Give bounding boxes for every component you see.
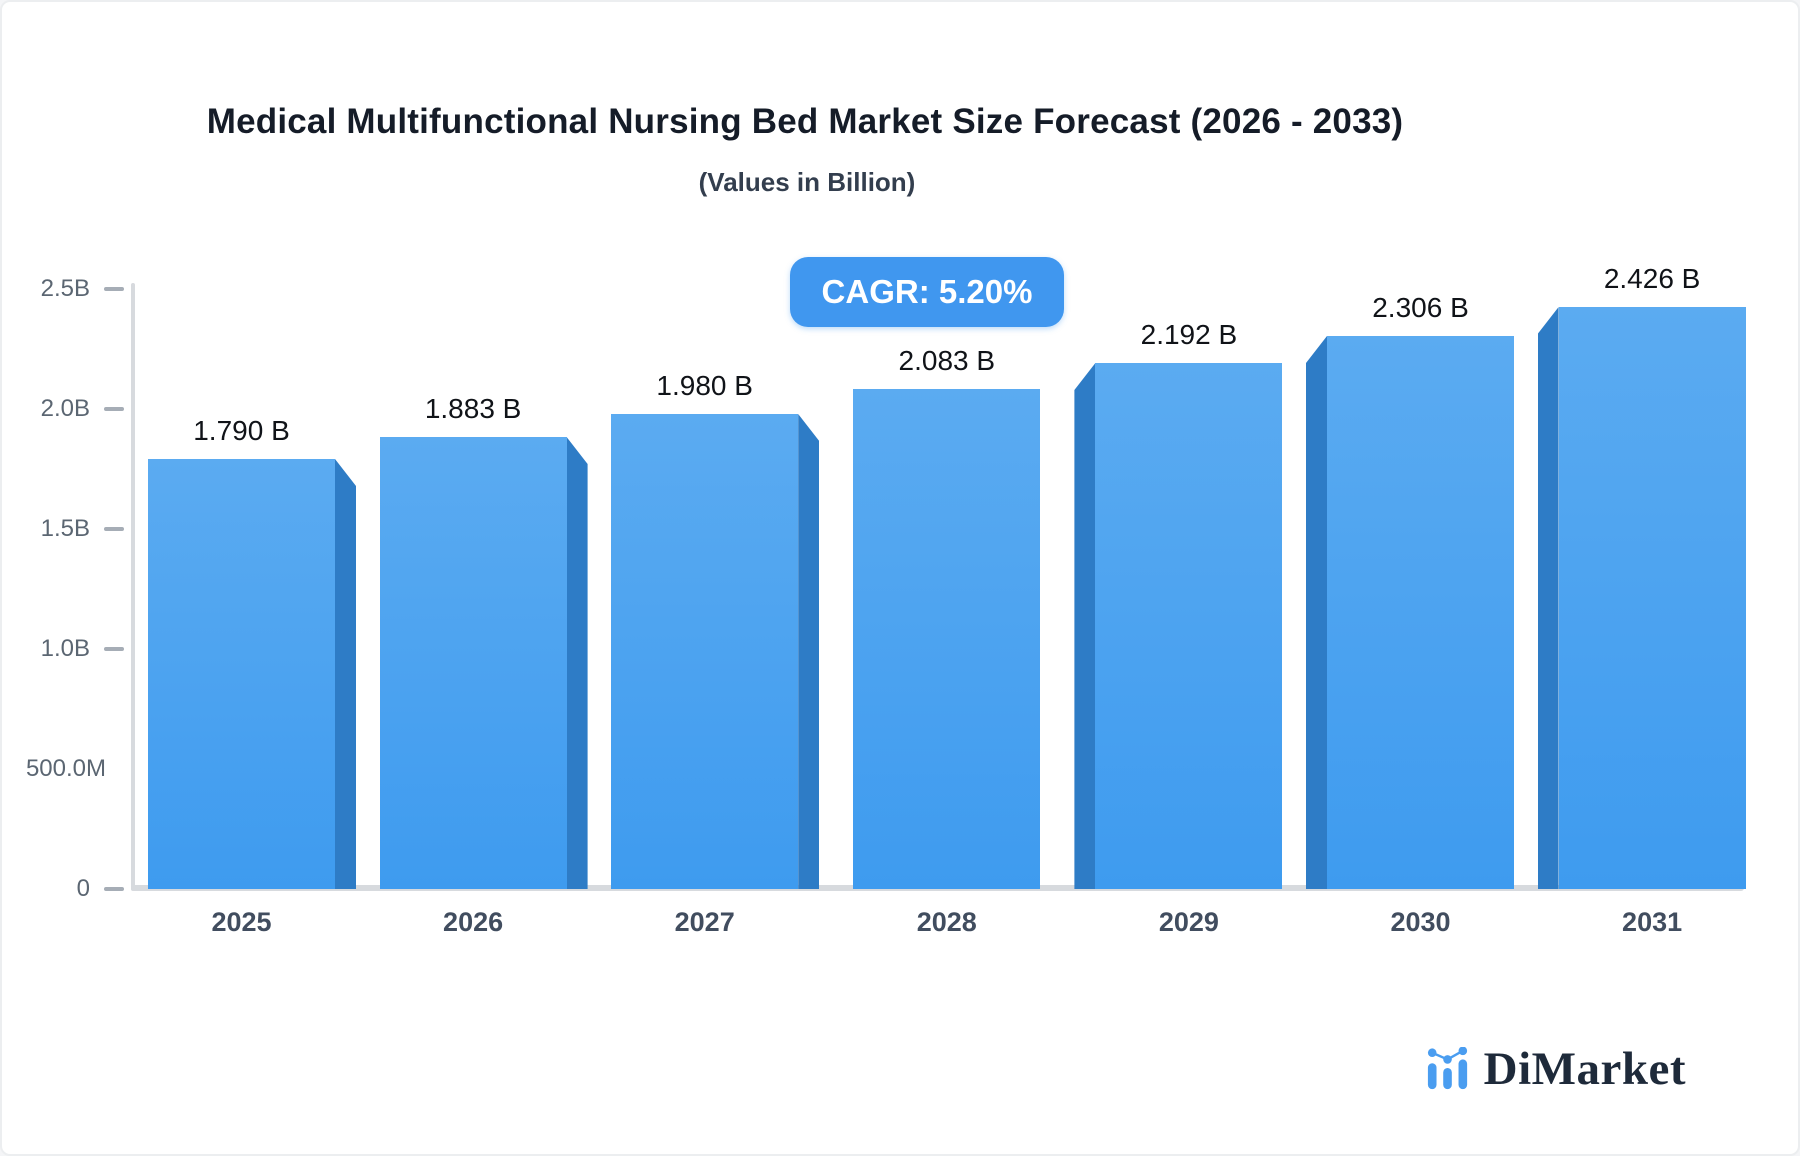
bar-2031 <box>1558 307 1746 889</box>
bar-value-label: 1.790 B <box>193 415 290 446</box>
x-axis-year-label: 2028 <box>916 907 977 937</box>
y-axis-tick <box>104 287 124 291</box>
bar-value-label: 2.083 B <box>898 345 996 376</box>
bar-2030-side-face <box>1306 336 1327 889</box>
y-axis-line <box>131 283 135 891</box>
x-axis-year-label: 2025 <box>211 907 272 937</box>
bar-value-label: 2.426 B <box>1603 263 1701 294</box>
bar-2026-side-face <box>566 437 588 889</box>
chart-title: Medical Multifunctional Nursing Bed Mark… <box>206 102 1404 141</box>
y-axis-tick <box>104 527 124 531</box>
x-axis-year-label: 2029 <box>1158 907 1219 937</box>
dimarket-bar-chart-icon <box>1427 1047 1467 1090</box>
bar-value-label: 1.980 B <box>656 370 753 401</box>
x-axis-year-label: 2027 <box>674 907 735 937</box>
y-axis-tick-label: 2.0B <box>40 395 90 422</box>
bar-2030 <box>1327 336 1514 889</box>
y-axis-tick-label: 1.5B <box>40 515 90 542</box>
bar-2026 <box>379 437 567 889</box>
y-axis-tick <box>104 407 124 411</box>
bar-2029-side-face <box>1074 363 1096 889</box>
cagr-badge: CAGR: 5.20% <box>790 257 1064 327</box>
bar-2031-side-face <box>1537 307 1559 889</box>
x-axis-year-label: 2026 <box>443 907 504 937</box>
bar-2025 <box>148 459 335 889</box>
bar-2028 <box>853 389 1041 889</box>
bar-2029 <box>1095 363 1283 889</box>
y-axis-tick-label: 1.0B <box>40 635 90 662</box>
bar-value-label: 1.883 B <box>424 393 522 424</box>
y-axis-tick <box>104 647 124 651</box>
dimarket-logo: DiMarket <box>1425 1042 1686 1096</box>
bar-value-label: 2.306 B <box>1372 292 1469 323</box>
bar-value-label: 2.192 B <box>1140 319 1238 350</box>
dimarket-logo-text: DiMarket <box>1483 1043 1686 1095</box>
chart-subtitle: (Values in Billion) <box>698 167 916 197</box>
bar-2025-side-face <box>335 459 356 889</box>
bar-2027 <box>611 414 799 889</box>
cagr-badge-label: CAGR: 5.20% <box>821 273 1033 310</box>
y-axis-tick-label: 0 <box>76 875 90 902</box>
x-axis-year-label: 2031 <box>1622 907 1683 937</box>
bar-2027-side-face <box>798 414 820 889</box>
y-axis-tick-label: 2.5B <box>40 275 90 302</box>
y-axis-tick <box>104 887 124 891</box>
y-axis-tick-label: 500.0M <box>25 755 106 782</box>
x-axis-year-label: 2030 <box>1390 907 1451 937</box>
